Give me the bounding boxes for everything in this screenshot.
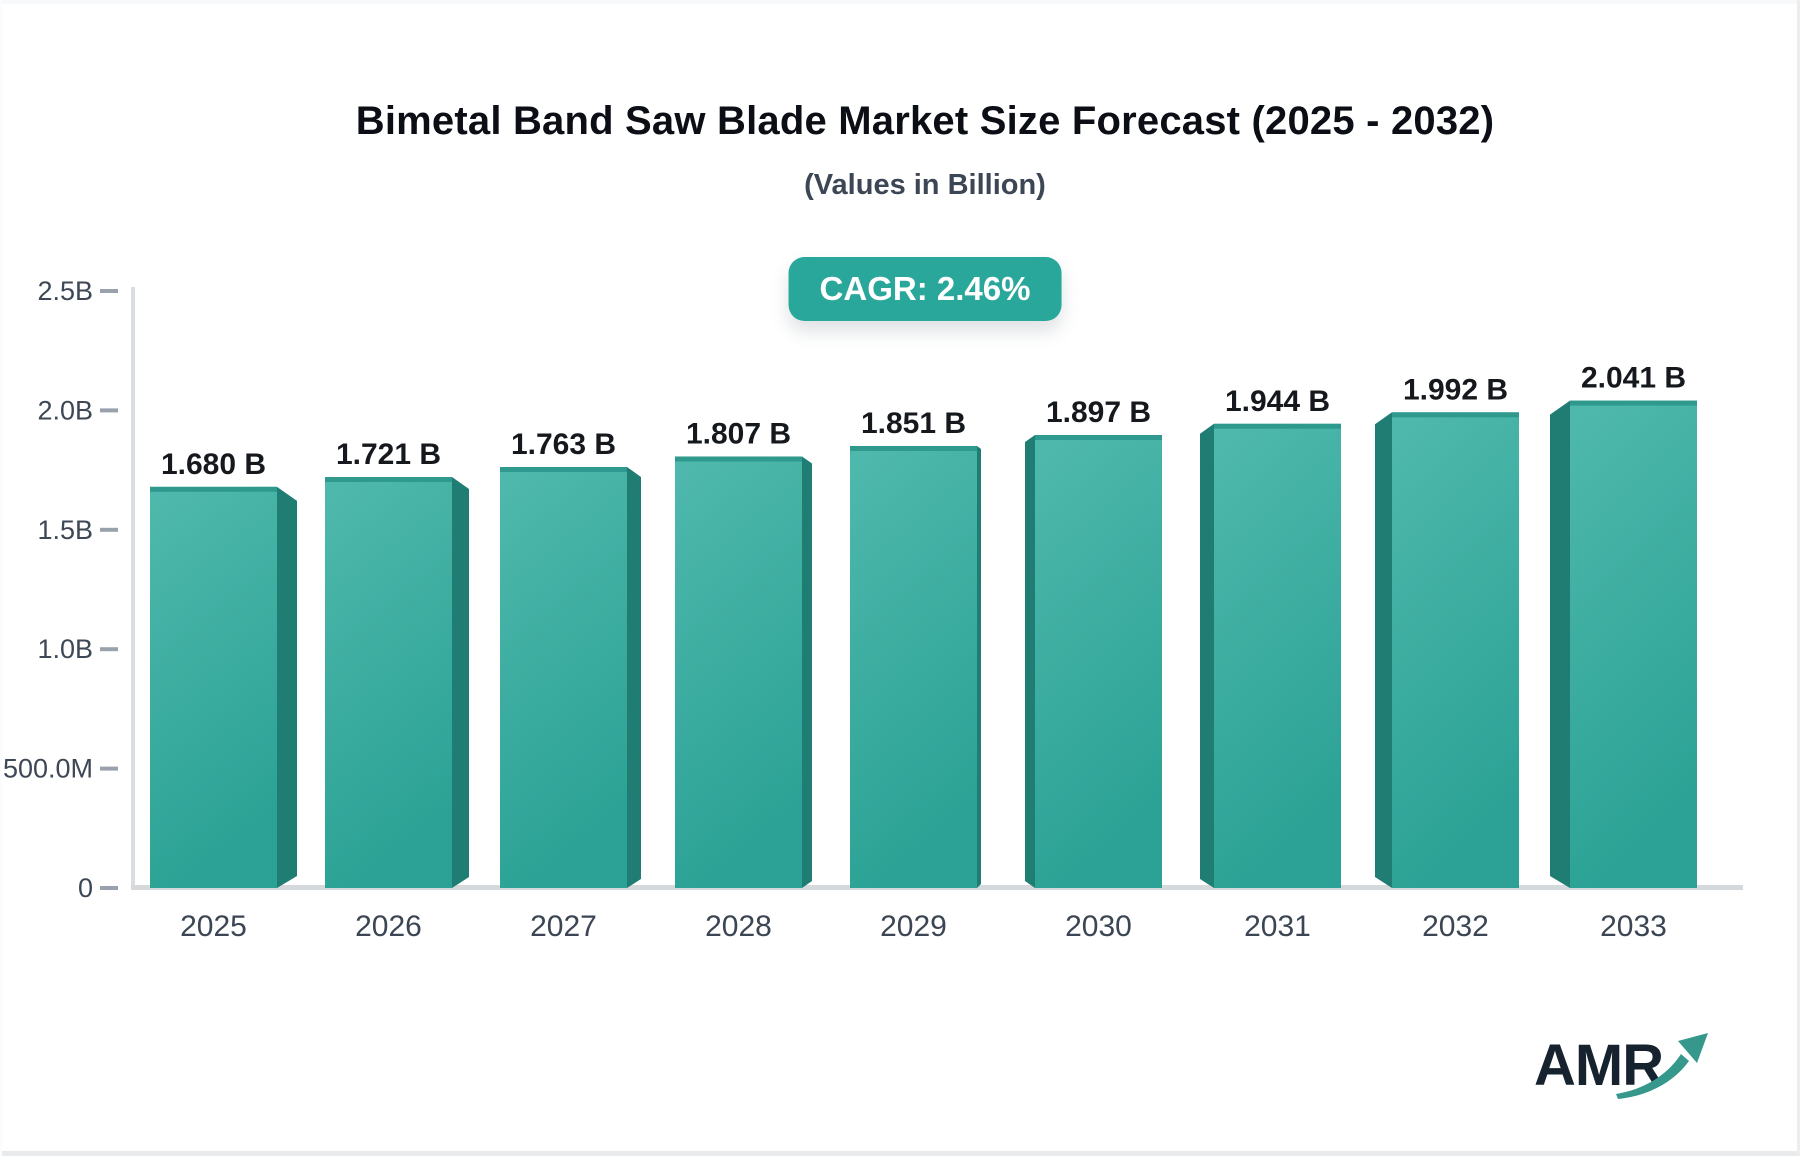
y-axis-line xyxy=(131,287,135,890)
bar-top-edge xyxy=(1392,412,1519,418)
bar-value-label: 1.992 B xyxy=(1403,373,1508,406)
y-tick-label: 2.5B xyxy=(37,276,93,306)
page-edge-right xyxy=(1797,0,1800,1156)
chart-subtitle: (Values in Billion) xyxy=(804,169,1046,201)
x-axis-label: 2031 xyxy=(1244,910,1311,943)
y-tick-label: 0 xyxy=(78,873,93,903)
bar-value-label: 2.041 B xyxy=(1581,362,1686,395)
x-axis-label: 2026 xyxy=(355,910,422,943)
bar-side-face xyxy=(277,486,297,888)
bar-value-label: 1.763 B xyxy=(511,428,616,461)
amr-logo: AMR xyxy=(1528,1026,1728,1116)
bar-value-label: 1.944 B xyxy=(1225,385,1330,418)
x-axis-label: 2027 xyxy=(530,910,597,943)
y-tick xyxy=(100,886,118,890)
bar-value-label: 1.680 B xyxy=(161,448,266,481)
bar-main-face xyxy=(325,477,452,888)
bar-top-edge xyxy=(500,466,627,472)
y-tick xyxy=(100,527,118,532)
bar-value-label: 1.807 B xyxy=(686,417,791,450)
bar-main-face xyxy=(1214,423,1341,888)
x-axis-label: 2030 xyxy=(1065,910,1132,943)
x-axis-label: 2029 xyxy=(880,910,947,943)
x-axis-label: 2032 xyxy=(1422,910,1489,943)
bar-value-label: 1.897 B xyxy=(1046,396,1151,429)
y-tick-label: 1.5B xyxy=(37,515,93,545)
y-tick xyxy=(100,647,118,652)
bar-top-edge xyxy=(675,456,802,462)
y-tick xyxy=(100,408,118,413)
chart-title: Bimetal Band Saw Blade Market Size Forec… xyxy=(355,99,1495,143)
bar-side-face xyxy=(452,477,469,888)
bar-side-face xyxy=(1550,400,1570,888)
bar-value-label: 1.721 B xyxy=(336,438,441,471)
page-edge-bottom xyxy=(0,1151,1800,1156)
bar-main-face xyxy=(500,466,627,888)
bar-main-face xyxy=(1035,434,1162,888)
bar-value-label: 1.851 B xyxy=(861,407,966,440)
bar-side-face xyxy=(977,445,981,888)
bar-main-face xyxy=(1570,400,1697,888)
chart-header: Bimetal Band Saw Blade Market Size Forec… xyxy=(356,0,1495,203)
growth-arrow-icon xyxy=(1616,1033,1708,1099)
bar-top-edge xyxy=(1570,400,1697,406)
bar-top-edge xyxy=(325,477,452,483)
y-tick-label: 500.0M xyxy=(3,754,93,784)
bar-top-edge xyxy=(1214,423,1341,429)
x-axis-label: 2033 xyxy=(1600,910,1667,943)
y-tick xyxy=(100,289,118,293)
y-tick xyxy=(100,766,118,771)
bar-top-edge xyxy=(850,445,977,451)
x-axis-label: 2025 xyxy=(180,910,247,943)
x-axis-label: 2028 xyxy=(705,910,772,943)
bar-main-face xyxy=(850,445,977,888)
page-edge-left xyxy=(0,0,2,1156)
bar-top-edge xyxy=(150,486,277,492)
bar-main-face xyxy=(1392,412,1519,888)
bar-side-face xyxy=(1200,423,1214,888)
bar-main-face xyxy=(675,456,802,888)
bar-side-face xyxy=(1375,412,1392,888)
bar-side-face xyxy=(1025,434,1035,888)
bar-main-face xyxy=(150,486,277,888)
bar-side-face xyxy=(627,466,641,888)
cagr-badge: CAGR: 2.46% xyxy=(788,257,1062,321)
y-tick-label: 2.0B xyxy=(37,395,93,425)
page-edge-top xyxy=(0,0,1800,4)
y-tick-label: 1.0B xyxy=(37,634,93,664)
bar-side-face xyxy=(802,456,812,888)
bar-top-edge xyxy=(1035,434,1162,440)
